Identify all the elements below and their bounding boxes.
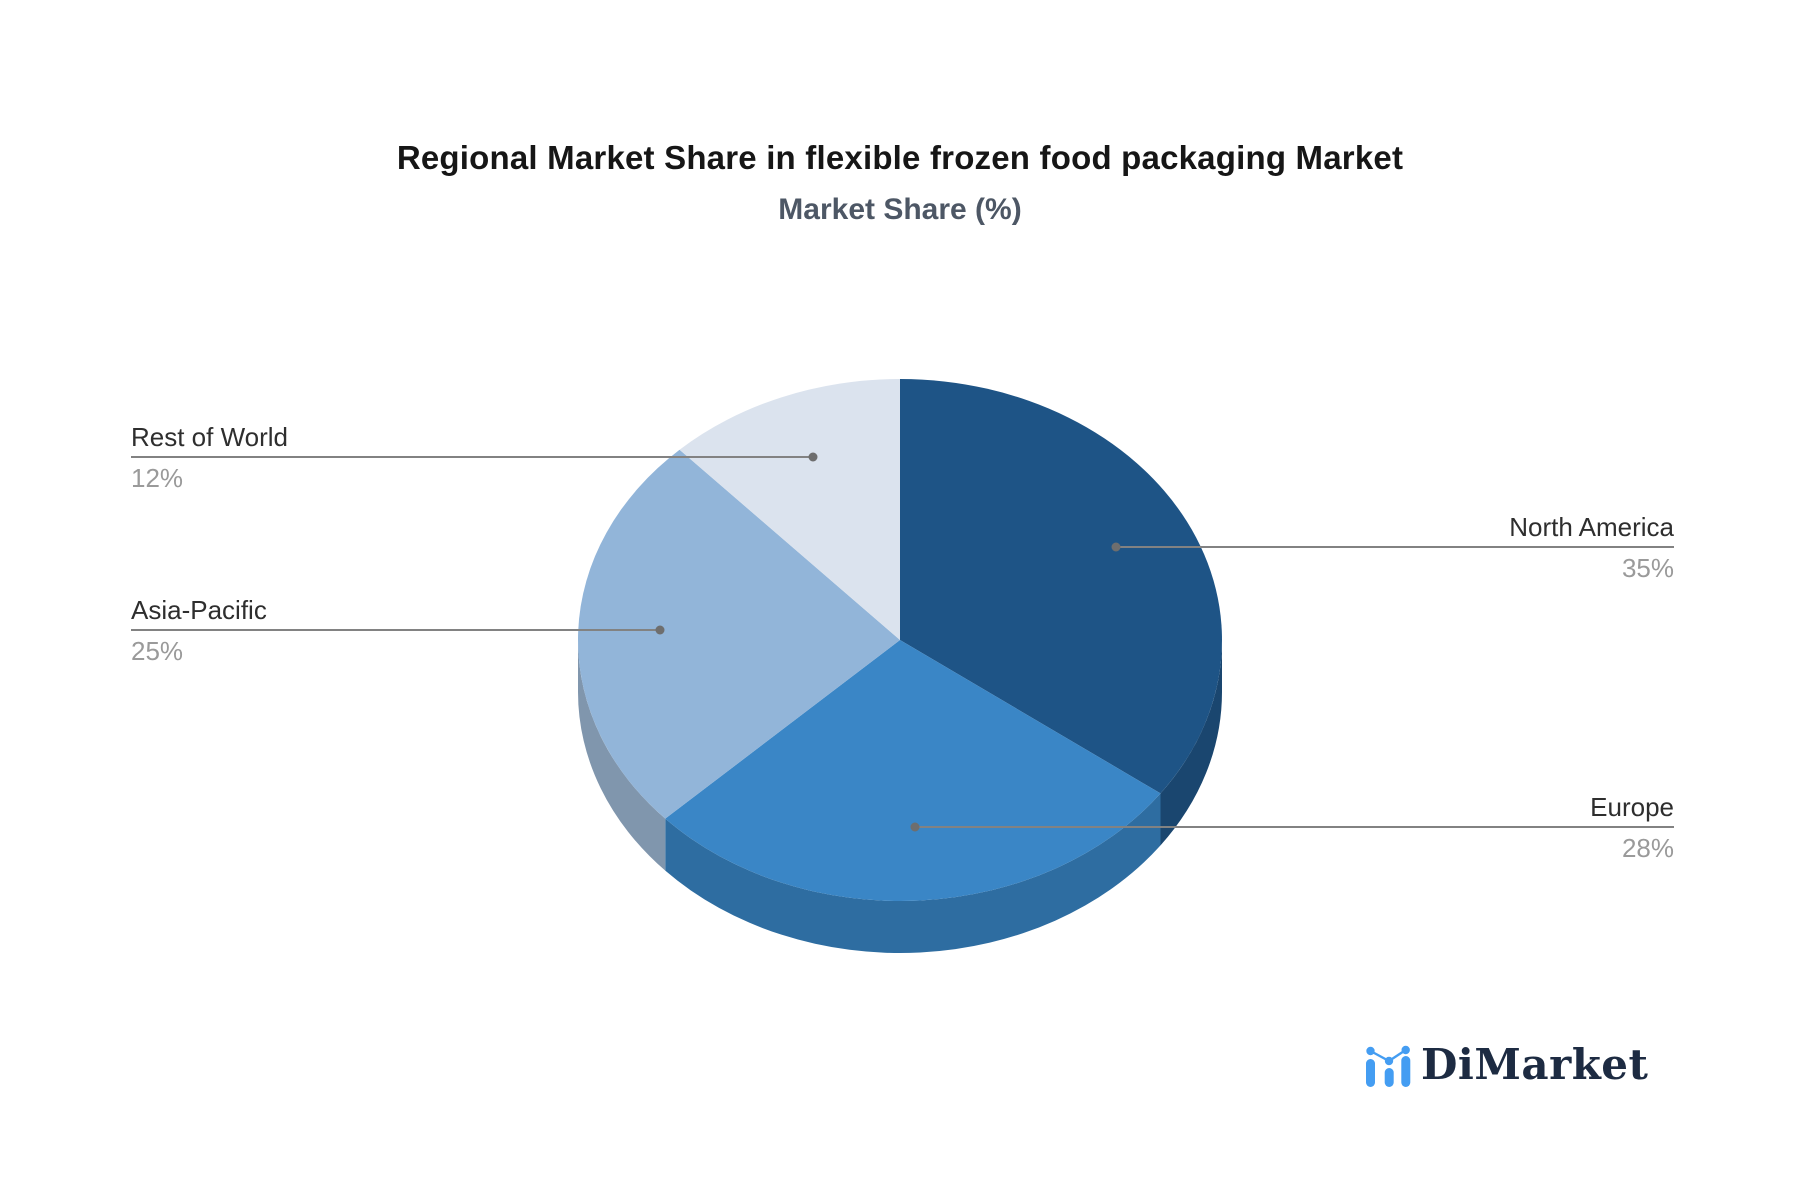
pie-slice-europe[interactable] (665, 640, 1161, 902)
pie-slice-side-north-america (1160, 640, 1222, 846)
chart-subtitle: Market Share (%) (778, 193, 1022, 226)
slice-value: 28% (1621, 833, 1674, 863)
brand-name: DiMarket (1421, 1040, 1649, 1089)
slice-value: 35% (1621, 553, 1674, 583)
pie-label-asia-pacific: Asia-Pacific 25% (131, 596, 267, 665)
pie-label-rest-of-world: Rest of World 12% (131, 423, 288, 492)
pie-slice-rest-of-world[interactable] (679, 379, 900, 640)
brand-logo: DiMarket (1366, 1043, 1648, 1089)
pie-slice-side-europe (665, 793, 1161, 954)
leader-dot-asia-pacific (655, 625, 665, 635)
slice-name: Rest of World (131, 422, 289, 452)
pie-slice-asia-pacific[interactable] (577, 449, 900, 819)
slice-name: Asia-Pacific (131, 595, 267, 625)
slice-value: 25% (131, 636, 184, 666)
slice-value: 12% (131, 463, 184, 493)
slice-name: North America (1509, 512, 1674, 542)
leader-dot-north-america (1111, 542, 1121, 552)
bar-line-chart-icon (1366, 1045, 1411, 1087)
pie-label-europe: Europe 28% (1590, 793, 1674, 862)
chart-title: Regional Market Share in flexible frozen… (396, 139, 1404, 176)
slice-name: Europe (1590, 792, 1674, 822)
pie-label-north-america: North America 35% (1509, 513, 1674, 582)
leader-dot-europe (910, 822, 920, 832)
pie-slice-side-asia-pacific (577, 640, 666, 871)
leader-dot-rest-of-world (808, 452, 818, 462)
pie-slice-north-america[interactable] (900, 379, 1222, 794)
